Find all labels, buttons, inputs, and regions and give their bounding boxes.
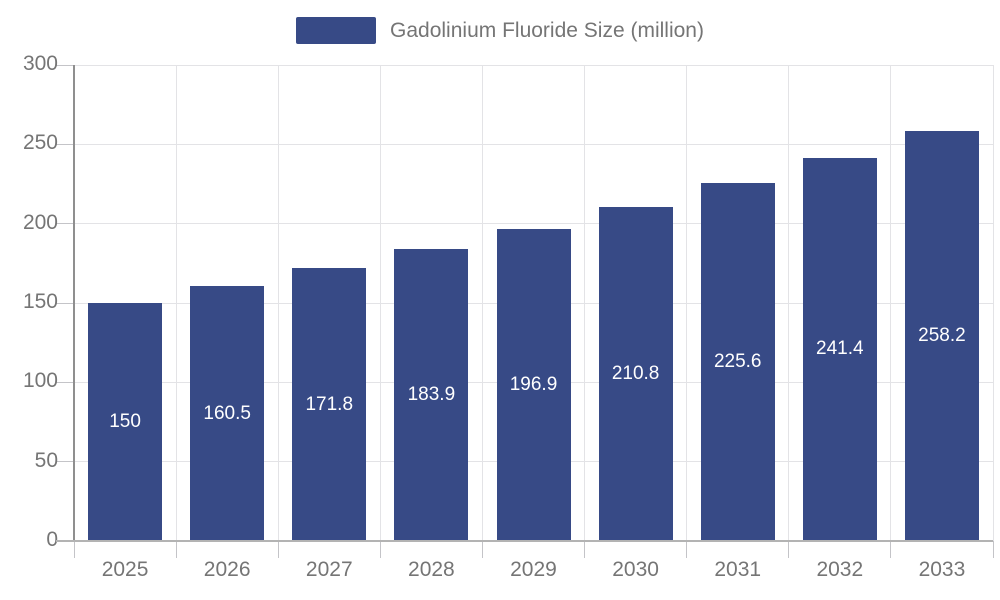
x-gridline (992, 65, 994, 541)
legend-swatch (296, 17, 377, 44)
x-gridline (584, 65, 586, 541)
y-axis-tick (56, 381, 74, 383)
x-axis-tick-label: 2030 (612, 558, 659, 581)
x-gridline (175, 65, 177, 541)
bar (292, 268, 367, 540)
bar (394, 249, 469, 540)
y-gridline (74, 143, 993, 145)
y-axis-tick (56, 223, 74, 225)
x-gridline (379, 65, 381, 541)
x-axis-tick (584, 541, 586, 558)
x-axis-tick-label: 2029 (510, 558, 557, 581)
y-axis-tick-label: 250 (22, 131, 58, 155)
x-axis-tick (890, 541, 892, 558)
x-axis-tick (277, 541, 279, 558)
bar (904, 131, 979, 540)
y-axis-tick-label: 300 (22, 52, 58, 75)
x-axis-tick-label: 2027 (305, 558, 353, 581)
x-axis-tick-label: 2025 (101, 558, 149, 581)
y-axis-tick (56, 64, 74, 66)
y-axis-line (73, 65, 75, 541)
x-gridline (788, 65, 790, 541)
x-axis-tick (788, 541, 790, 558)
x-axis-tick-label: 2033 (918, 558, 966, 581)
x-gridline (277, 65, 279, 541)
x-axis-tick (379, 541, 381, 558)
x-axis-tick (175, 541, 177, 558)
x-axis-tick (686, 541, 688, 558)
y-axis-tick-label: 50 (34, 448, 58, 472)
bar (802, 157, 877, 540)
y-axis-tick (56, 143, 74, 145)
y-axis-tick (56, 461, 74, 463)
y-axis-tick-label: 150 (22, 290, 58, 313)
legend-label: Gadolinium Fluoride Size (million) (390, 19, 704, 42)
y-gridline (74, 64, 993, 66)
x-axis-line (56, 540, 993, 542)
y-axis-tick-label: 100 (22, 369, 58, 393)
y-axis-tick-label: 0 (46, 528, 58, 551)
x-gridline (686, 65, 688, 541)
x-gridline (890, 65, 892, 541)
bar (88, 303, 163, 540)
y-gridline (74, 223, 993, 225)
bar (190, 286, 265, 540)
x-axis-tick-label: 2028 (408, 558, 455, 581)
bar (700, 183, 775, 540)
y-axis-tick-label: 200 (22, 210, 58, 234)
x-axis-tick-label: 2026 (203, 558, 251, 581)
x-gridline (481, 65, 483, 541)
x-axis-tick (73, 541, 75, 558)
bar (496, 228, 571, 540)
x-axis-tick (992, 541, 994, 558)
x-axis-tick-label: 2032 (816, 558, 864, 581)
y-axis-tick (56, 302, 74, 304)
legend-item[interactable]: Gadolinium Fluoride Size (million) (0, 17, 1000, 44)
x-axis-tick-label: 2031 (714, 558, 762, 581)
bar (598, 206, 673, 540)
x-axis-tick (481, 541, 483, 558)
